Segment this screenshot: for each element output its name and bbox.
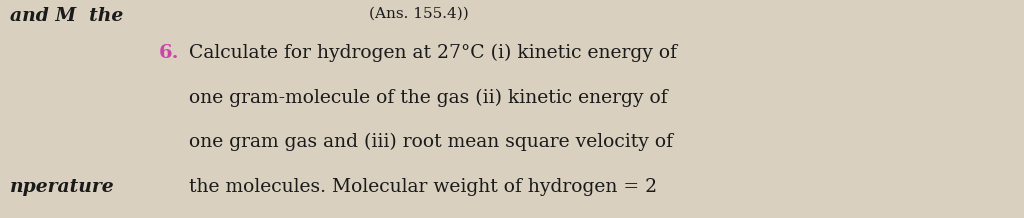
Text: the molecules. Molecular weight of hydrogen = 2: the molecules. Molecular weight of hydro… bbox=[189, 178, 657, 196]
Text: one gram gas and (iii) root mean square velocity of: one gram gas and (iii) root mean square … bbox=[189, 133, 674, 151]
Text: Calculate for hydrogen at 27°C (i) kinetic energy of: Calculate for hydrogen at 27°C (i) kinet… bbox=[189, 44, 678, 62]
Text: (Ans. 155.4)): (Ans. 155.4)) bbox=[369, 7, 468, 20]
Text: one gram-molecule of the gas (ii) kinetic energy of: one gram-molecule of the gas (ii) kineti… bbox=[189, 88, 668, 107]
Text: 6.: 6. bbox=[159, 44, 179, 62]
Text: and M  the: and M the bbox=[10, 7, 124, 25]
Text: nperature: nperature bbox=[10, 178, 115, 196]
